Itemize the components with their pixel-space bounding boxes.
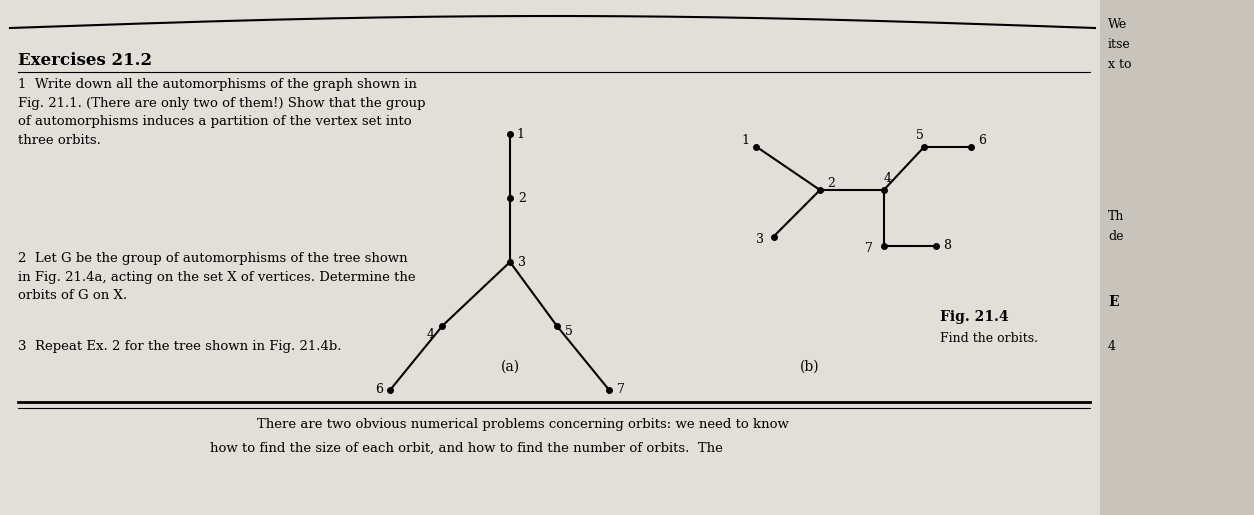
Text: 3  Repeat Ex. 2 for the tree shown in Fig. 21.4b.: 3 Repeat Ex. 2 for the tree shown in Fig…: [18, 340, 341, 353]
Bar: [1100, 0, 1254, 515]
Text: (b): (b): [800, 360, 820, 374]
Text: 5: 5: [915, 129, 924, 142]
Text: 1  Write down all the automorphisms of the graph shown in
Fig. 21.1. (There are : 1 Write down all the automorphisms of th…: [18, 78, 425, 146]
Text: 7: 7: [617, 383, 624, 396]
Text: 8: 8: [943, 239, 951, 252]
Text: 4: 4: [1109, 340, 1116, 353]
Text: 1: 1: [517, 128, 524, 141]
Text: 1: 1: [741, 134, 750, 147]
Text: We: We: [1109, 18, 1127, 31]
Text: 2: 2: [826, 177, 835, 191]
Text: x to: x to: [1109, 58, 1131, 71]
Text: 3: 3: [756, 233, 764, 246]
Text: itse: itse: [1109, 38, 1131, 51]
Text: 3: 3: [518, 255, 525, 268]
Text: Fig. 21.4: Fig. 21.4: [940, 310, 1008, 324]
Text: 7: 7: [865, 243, 873, 255]
Text: 4: 4: [426, 328, 435, 341]
Text: E: E: [1109, 295, 1119, 309]
Text: how to find the size of each orbit, and how to find the number of orbits.  The: how to find the size of each orbit, and …: [209, 442, 722, 455]
Text: 6: 6: [375, 383, 382, 396]
Text: 4: 4: [884, 173, 892, 185]
Text: Exercises 21.2: Exercises 21.2: [18, 52, 152, 69]
Text: There are two obvious numerical problems concerning orbits: we need to know: There are two obvious numerical problems…: [240, 418, 789, 431]
Text: Find the orbits.: Find the orbits.: [940, 332, 1038, 345]
Text: de: de: [1109, 230, 1124, 243]
Text: 5: 5: [564, 325, 573, 338]
Text: 2: 2: [518, 192, 525, 204]
Text: 2  Let G be the group of automorphisms of the tree shown
in Fig. 21.4a, acting o: 2 Let G be the group of automorphisms of…: [18, 252, 415, 302]
Text: 6: 6: [978, 134, 986, 147]
Text: Th: Th: [1109, 210, 1125, 223]
Text: (a): (a): [500, 360, 519, 374]
